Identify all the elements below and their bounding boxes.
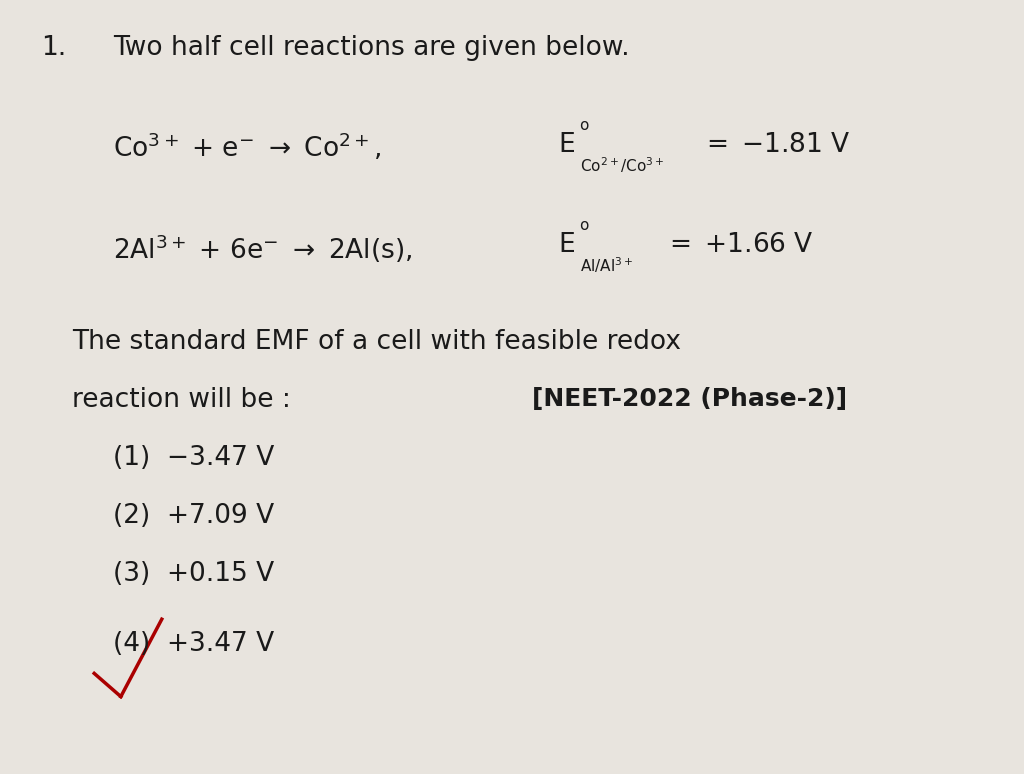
Text: o: o [580, 118, 589, 132]
Text: Co$^{2+}$/Co$^{3+}$: Co$^{2+}$/Co$^{3+}$ [580, 155, 664, 174]
Text: (1)  −3.47 V: (1) −3.47 V [113, 445, 273, 471]
Text: (3)  +0.15 V: (3) +0.15 V [113, 561, 273, 587]
Text: $=$ $-$1.81 V: $=$ $-$1.81 V [701, 132, 851, 158]
Text: Al/Al$^{3+}$: Al/Al$^{3+}$ [580, 255, 633, 275]
Text: The standard EMF of a cell with feasible redox: The standard EMF of a cell with feasible… [72, 329, 681, 355]
Text: 1.: 1. [41, 35, 67, 61]
Text: E: E [558, 132, 574, 158]
Text: o: o [580, 218, 589, 233]
Text: (4)  +3.47 V: (4) +3.47 V [113, 631, 273, 657]
Text: [NEET-2022 (Phase-2)]: [NEET-2022 (Phase-2)] [532, 387, 848, 411]
Text: (2)  +7.09 V: (2) +7.09 V [113, 503, 273, 529]
Text: reaction will be :: reaction will be : [72, 387, 291, 413]
Text: E: E [558, 232, 574, 259]
Text: Co$^{3+}$ + e$^{-}$ $\rightarrow$ Co$^{2+}$,: Co$^{3+}$ + e$^{-}$ $\rightarrow$ Co$^{2… [113, 132, 381, 163]
Text: Two half cell reactions are given below.: Two half cell reactions are given below. [113, 35, 630, 61]
Text: $=$ +1.66 V: $=$ +1.66 V [664, 232, 813, 259]
Text: 2Al$^{3+}$ + 6e$^{-}$ $\rightarrow$ 2Al(s),: 2Al$^{3+}$ + 6e$^{-}$ $\rightarrow$ 2Al(… [113, 232, 412, 265]
